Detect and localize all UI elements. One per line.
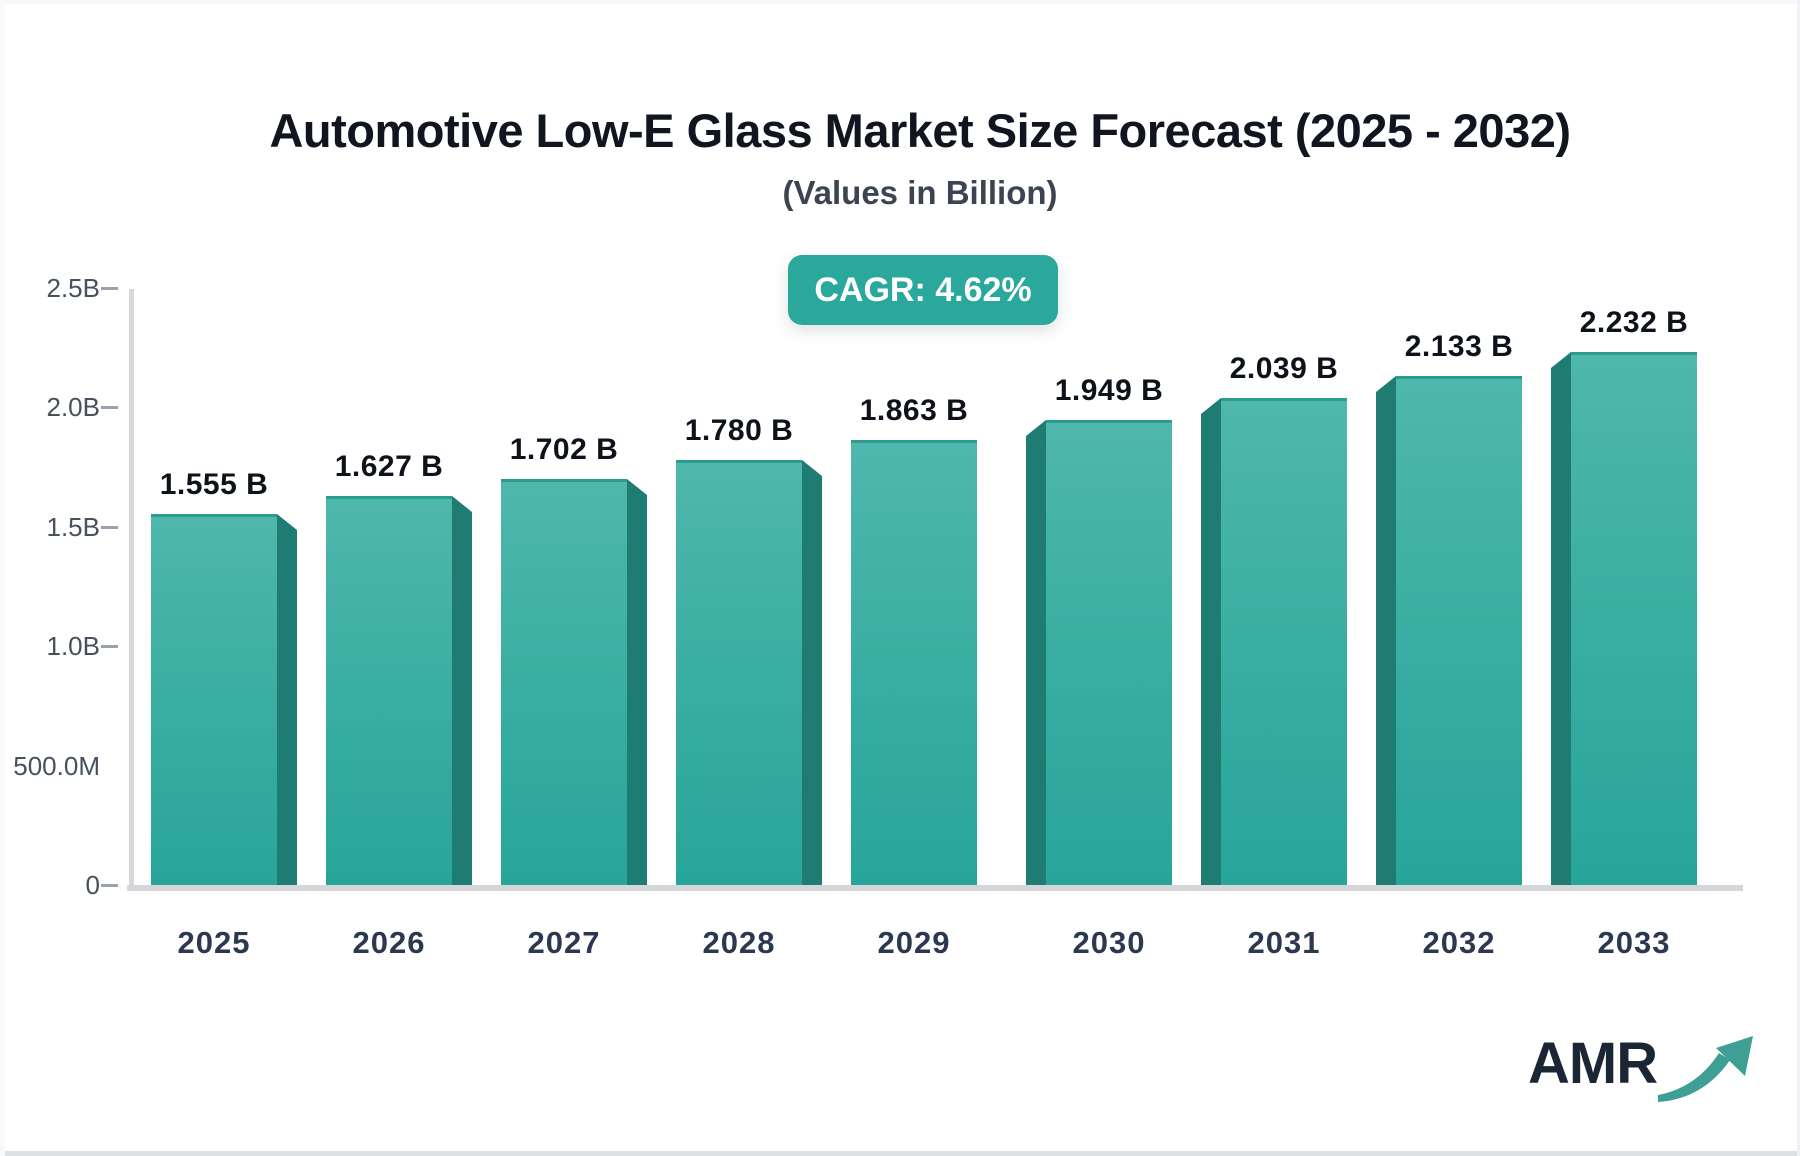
logo-growth-arrow-icon	[1658, 1036, 1753, 1102]
cagr-badge: CAGR: 4.62%	[788, 255, 1058, 325]
y-tick-label-2.5B: 2.5B	[46, 273, 101, 303]
bar-value-label-2026: 1.627 B	[334, 450, 444, 483]
bar-2032	[1396, 376, 1522, 885]
frame-left-edge	[0, 0, 5, 1156]
frame-top-edge	[0, 0, 1800, 4]
frame-bottom-edge	[0, 1151, 1800, 1156]
x-tick-label-2026: 2026	[352, 925, 426, 960]
bar-value-label-2031: 2.039 B	[1229, 352, 1339, 385]
y-tick-dash-1.5B	[101, 525, 118, 529]
bar-2027	[501, 479, 627, 885]
x-axis-line	[127, 885, 1743, 891]
bar-2030	[1046, 420, 1172, 885]
bar-value-label-2033: 2.232 B	[1579, 306, 1689, 339]
frame-right-edge	[1797, 0, 1800, 1156]
y-tick-label-2.0B: 2.0B	[46, 392, 101, 423]
x-tick-label-2031: 2031	[1247, 925, 1321, 960]
x-tick-label-2032: 2032	[1422, 925, 1496, 960]
bar-2029	[851, 440, 977, 885]
bar-3d-side-2031	[1201, 398, 1221, 885]
bar-value-label-2027: 1.702 B	[509, 433, 619, 466]
amr-logo: AMR	[1528, 1030, 1753, 1110]
bar-2025	[151, 514, 277, 885]
chart-subtitle: (Values in Billion)	[782, 174, 1058, 211]
y-tick-label-0: 0	[85, 870, 100, 900]
y-tick-dash-2.0B	[101, 406, 118, 410]
y-tick-dash-1.0B	[101, 645, 118, 649]
x-tick-label-2028: 2028	[702, 925, 776, 960]
x-tick-label-2033: 2033	[1597, 925, 1671, 960]
y-tick-label-1.5B: 1.5B	[46, 511, 101, 542]
x-tick-label-2029: 2029	[877, 925, 951, 960]
bar-2033	[1571, 352, 1697, 885]
x-tick-label-2027: 2027	[527, 925, 601, 960]
bar-3d-side-2027	[627, 479, 647, 885]
x-tick-label-2030: 2030	[1072, 925, 1146, 960]
y-tick-dash-2.5B	[101, 287, 118, 290]
y-tick-label-1.0B: 1.0B	[46, 631, 101, 662]
amr-logo-text: AMR	[1528, 1031, 1658, 1096]
bar-3d-side-2032	[1376, 376, 1396, 885]
bar-2026	[326, 496, 452, 885]
bar-value-label-2028: 1.780 B	[684, 414, 794, 447]
y-tick-label-500.0M: 500.0M	[13, 750, 100, 781]
bar-value-label-2029: 1.863 B	[859, 394, 969, 427]
y-tick-dash-0	[101, 884, 118, 887]
bar-2028	[676, 460, 802, 885]
bar-value-label-2032: 2.133 B	[1404, 330, 1514, 363]
y-axis-line	[129, 289, 134, 891]
bar-2031	[1221, 398, 1347, 885]
chart-title: Automotive Low-E Glass Market Size Forec…	[269, 104, 1571, 157]
bar-3d-side-2025	[277, 514, 297, 885]
bar-value-label-2030: 1.949 B	[1054, 374, 1164, 407]
bar-value-label-2025: 1.555 B	[159, 468, 269, 501]
bar-3d-side-2026	[452, 496, 472, 885]
bar-3d-side-2028	[802, 460, 822, 885]
x-tick-label-2025: 2025	[177, 925, 251, 960]
bar-3d-side-2030	[1026, 420, 1046, 885]
bar-3d-side-2033	[1551, 352, 1571, 885]
